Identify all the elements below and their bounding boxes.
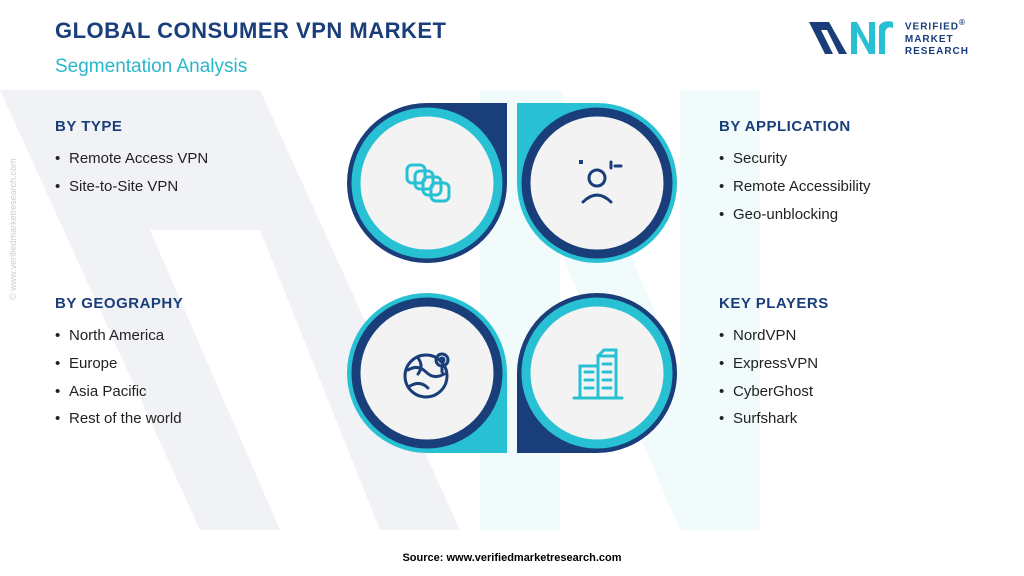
segment-list-type: Remote Access VPNSite-to-Site VPN <box>55 145 305 201</box>
list-item: Surfshark <box>719 405 969 433</box>
logo-line1: VERIFIED <box>905 22 959 33</box>
list-item: Remote Access VPN <box>55 145 305 173</box>
logo-mark-icon <box>807 18 897 58</box>
segment-key-players: KEY PLAYERS NordVPNExpressVPNCyberGhostS… <box>719 295 969 433</box>
source-line: Source: www.verifiedmarketresearch.com <box>0 552 1024 564</box>
logo-line3: RESEARCH <box>905 46 969 58</box>
logo-text: VERIFIED® MARKET RESEARCH <box>905 18 969 57</box>
segment-list-geography: North AmericaEuropeAsia PacificRest of t… <box>55 322 305 433</box>
list-item: Geo-unblocking <box>719 201 969 229</box>
list-item: Rest of the world <box>55 405 305 433</box>
header: GLOBAL CONSUMER VPN MARKET VERIFIED® MAR… <box>55 18 969 58</box>
list-item: Site-to-Site VPN <box>55 173 305 201</box>
segment-title-application: BY APPLICATION <box>719 118 969 135</box>
list-item: CyberGhost <box>719 378 969 406</box>
segment-list-key-players: NordVPNExpressVPNCyberGhostSurfshark <box>719 322 969 433</box>
registered-mark: ® <box>959 18 966 27</box>
list-item: Remote Accessibility <box>719 173 969 201</box>
segment-geography: BY GEOGRAPHY North AmericaEuropeAsia Pac… <box>55 295 305 433</box>
list-item: Asia Pacific <box>55 378 305 406</box>
brand-logo: VERIFIED® MARKET RESEARCH <box>807 18 969 58</box>
page-subtitle: Segmentation Analysis <box>55 56 247 78</box>
segment-list-application: SecurityRemote AccessibilityGeo-unblocki… <box>719 145 969 228</box>
list-item: Europe <box>55 350 305 378</box>
segment-title-type: BY TYPE <box>55 118 305 135</box>
segment-type: BY TYPE Remote Access VPNSite-to-Site VP… <box>55 118 305 201</box>
list-item: Security <box>719 145 969 173</box>
side-watermark: © www.verifiedmarketresearch.com <box>8 158 18 300</box>
segment-grid: BY TYPE Remote Access VPNSite-to-Site VP… <box>55 100 969 536</box>
segment-title-key-players: KEY PLAYERS <box>719 295 969 312</box>
list-item: NordVPN <box>719 322 969 350</box>
list-item: ExpressVPN <box>719 350 969 378</box>
page-title: GLOBAL CONSUMER VPN MARKET <box>55 18 447 44</box>
list-item: North America <box>55 322 305 350</box>
logo-line2: MARKET <box>905 34 969 46</box>
segment-application: BY APPLICATION SecurityRemote Accessibil… <box>719 118 969 228</box>
segment-title-geography: BY GEOGRAPHY <box>55 295 305 312</box>
